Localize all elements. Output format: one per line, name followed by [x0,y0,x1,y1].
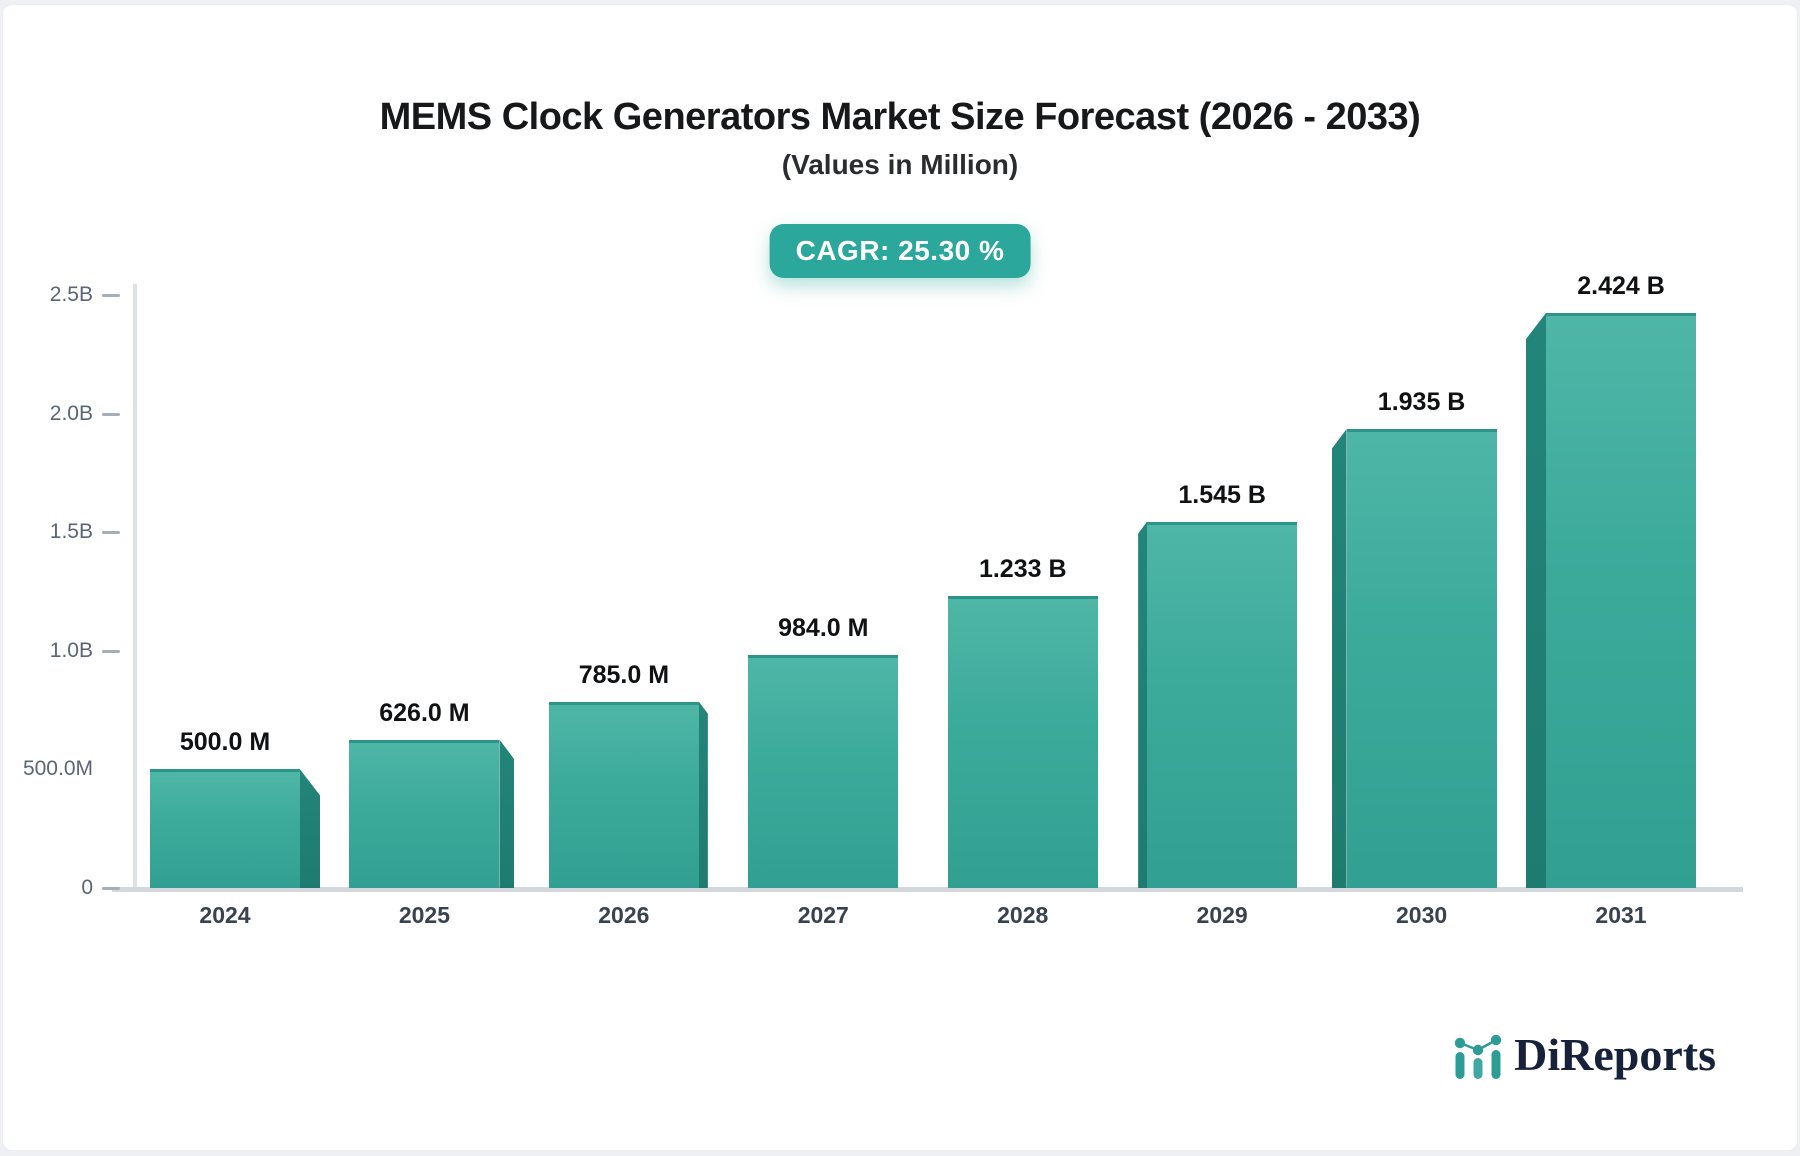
bar[interactable] [548,701,699,888]
brand-logo: DiReports [1453,1030,1716,1080]
bar[interactable] [748,654,899,888]
chart-card [2,4,1798,1151]
cagr-badge: CAGR: 25.30 % [769,224,1031,278]
x-axis-category-label: 2027 [797,902,849,928]
y-axis-tick-mark [102,294,120,297]
y-axis-line [133,284,137,892]
x-axis-category-label: 2024 [199,902,251,928]
bar-3d-side [300,769,320,888]
bar[interactable] [1346,429,1497,888]
x-axis-category-label: 2029 [1196,902,1248,928]
bar-value-label: 785.0 M [578,660,670,689]
chart-subtitle: (Values in Million) [781,149,1019,180]
bar-value-label: 1.545 B [1178,480,1266,509]
bar-value-label: 1.935 B [1377,388,1466,417]
bar-3d-side [1138,521,1148,888]
x-axis-category-label: 2028 [997,902,1049,928]
x-axis-category-label: 2031 [1595,902,1647,928]
bar-3d-side [698,701,708,888]
bar-value-label: 500.0 M [179,728,271,757]
y-axis-tick-label: 500.0M [22,757,93,781]
y-axis-tick-label: 0 [81,876,93,899]
bar-line-chart-icon [1454,1034,1502,1079]
y-axis-tick-mark [102,531,120,535]
y-axis-tick-label: 1.0B [49,638,93,662]
brand-name: DiReports [1514,1029,1716,1080]
bar[interactable] [349,739,500,888]
bar-value-label: 1.233 B [978,554,1067,583]
x-axis-category-label: 2030 [1395,902,1448,928]
bar-value-label: 984.0 M [778,613,869,642]
bar[interactable] [947,595,1098,888]
y-axis-tick-mark [102,649,120,653]
bar[interactable] [150,769,300,888]
x-axis-category-label: 2025 [398,902,450,928]
y-axis-tick-label: 1.5B [49,520,93,544]
x-axis-line [112,887,1743,892]
bar[interactable] [1546,313,1696,888]
y-axis-tick-mark [102,887,120,890]
bar[interactable] [1147,521,1298,888]
bar-3d-side [499,739,515,888]
x-axis-category-label: 2026 [598,902,650,928]
bar-value-label: 626.0 M [379,698,470,727]
bar-3d-side [1526,313,1546,888]
bar-3d-side [1331,429,1347,888]
y-axis-tick-mark [102,412,120,416]
y-axis-tick-label: 2.5B [49,283,93,306]
chart-title: MEMS Clock Generators Market Size Foreca… [379,96,1421,138]
y-axis-tick-label: 2.0B [49,401,93,425]
bar-value-label: 2.424 B [1577,272,1665,301]
